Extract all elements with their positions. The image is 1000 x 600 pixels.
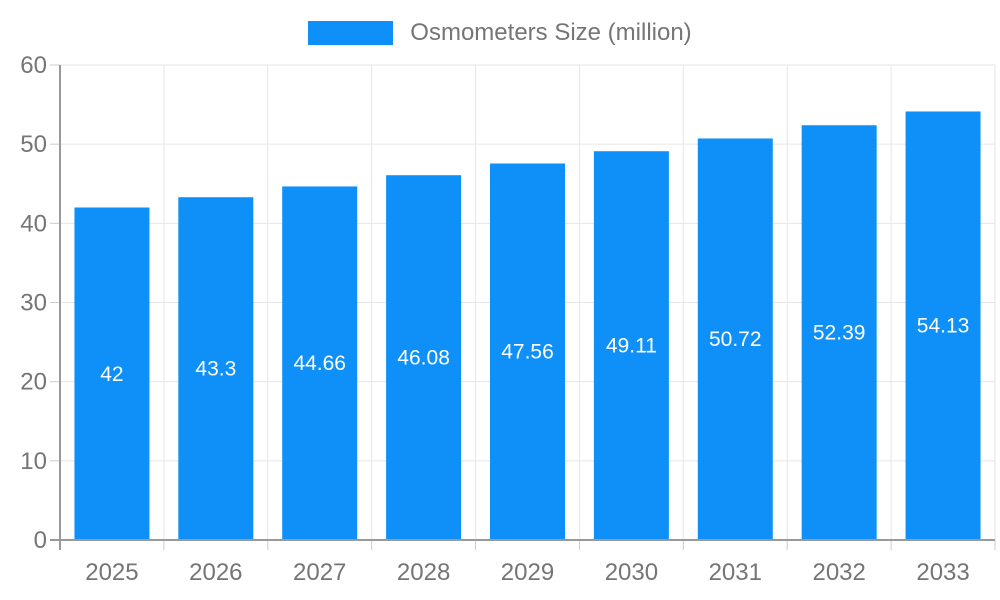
x-axis-tick-label: 2030 bbox=[605, 559, 658, 586]
y-axis-tick-label: 60 bbox=[20, 52, 47, 79]
x-axis-tick-label: 2029 bbox=[501, 559, 554, 586]
x-axis-tick-label: 2026 bbox=[189, 559, 242, 586]
y-axis-tick-label: 30 bbox=[20, 290, 47, 317]
chart-legend: Osmometers Size (million) bbox=[0, 19, 1000, 47]
bar bbox=[178, 197, 254, 541]
x-axis-tick-label: 2033 bbox=[916, 559, 969, 586]
bar bbox=[697, 138, 773, 540]
bar bbox=[282, 186, 358, 541]
x-axis-tick-label: 2032 bbox=[812, 559, 865, 586]
x-axis-tick-label: 2027 bbox=[293, 559, 346, 586]
legend-swatch bbox=[308, 21, 394, 45]
bar bbox=[801, 125, 877, 540]
bar bbox=[490, 163, 565, 540]
bar bbox=[593, 151, 669, 540]
bar-value-label: 46.08 bbox=[397, 347, 450, 370]
x-axis-tick-label: 2025 bbox=[85, 559, 138, 586]
bar-value-label: 43.3 bbox=[195, 358, 236, 381]
bar bbox=[74, 207, 150, 540]
y-axis-tick-label: 40 bbox=[20, 210, 47, 237]
bar-value-label: 44.66 bbox=[293, 352, 346, 375]
x-axis-tick-label: 2028 bbox=[397, 559, 450, 586]
y-axis-tick-label: 20 bbox=[20, 369, 47, 396]
bar-value-label: 49.11 bbox=[606, 335, 657, 358]
bar-value-label: 47.56 bbox=[501, 341, 554, 364]
legend-label: Osmometers Size (million) bbox=[410, 19, 692, 46]
bar bbox=[905, 111, 981, 541]
y-axis-tick-label: 50 bbox=[20, 131, 47, 158]
bar-value-label: 42 bbox=[100, 363, 123, 386]
bar-value-label: 54.13 bbox=[917, 315, 970, 338]
bar bbox=[386, 175, 462, 540]
y-axis-tick-label: 0 bbox=[34, 527, 47, 554]
bar-value-label: 52.39 bbox=[813, 322, 866, 345]
x-axis-tick-label: 2031 bbox=[709, 559, 762, 586]
y-axis-tick-label: 10 bbox=[20, 448, 47, 475]
bar-value-label: 50.72 bbox=[709, 328, 762, 351]
